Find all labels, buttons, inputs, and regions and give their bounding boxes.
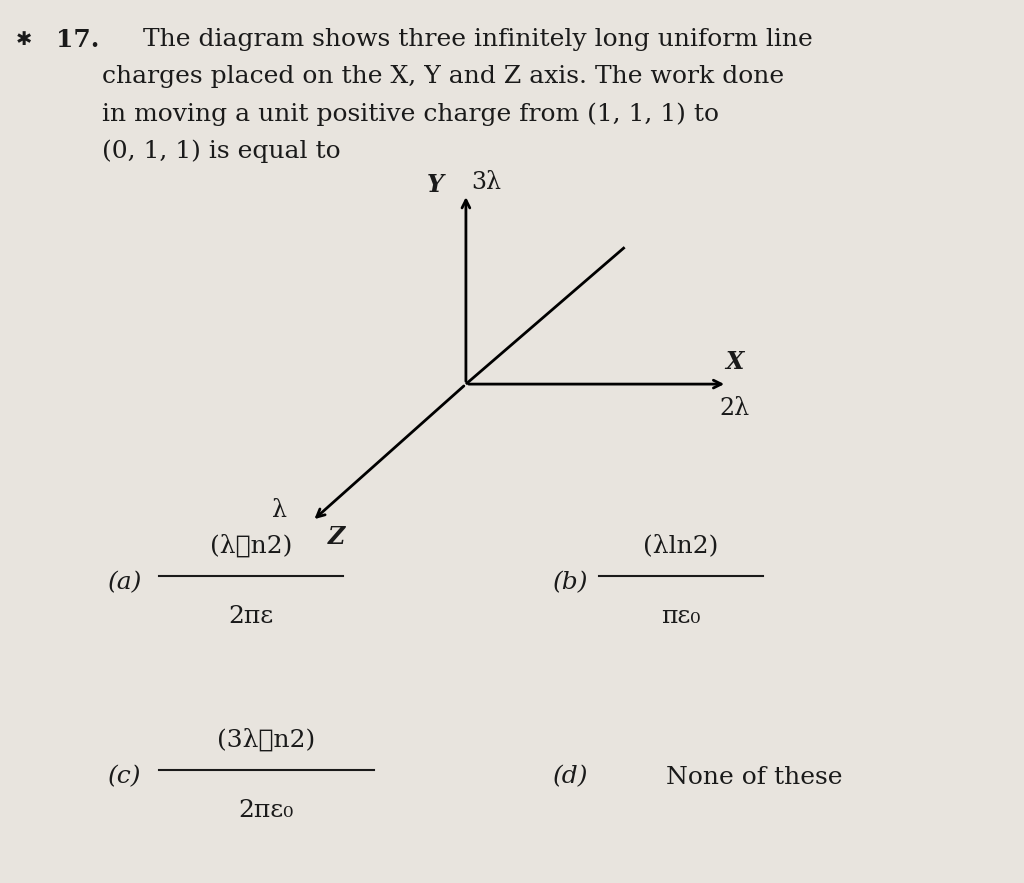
Text: (0, 1, 1) is equal to: (0, 1, 1) is equal to: [102, 140, 341, 162]
Text: 2πε: 2πε: [228, 605, 273, 628]
Text: 3λ: 3λ: [471, 171, 501, 194]
Text: charges placed on the X, Y and Z axis. The work done: charges placed on the X, Y and Z axis. T…: [102, 65, 784, 88]
Text: πε₀: πε₀: [662, 605, 700, 628]
Text: (a): (a): [108, 571, 142, 594]
Text: in moving a unit positive charge from (1, 1, 1) to: in moving a unit positive charge from (1…: [102, 102, 720, 125]
Text: (b): (b): [553, 571, 589, 594]
Text: λ: λ: [271, 499, 287, 522]
Text: X: X: [725, 350, 743, 374]
Text: Z: Z: [328, 525, 345, 549]
Text: (λℓn2): (λℓn2): [210, 534, 292, 557]
Text: (d): (d): [553, 766, 589, 789]
Text: 17.: 17.: [56, 27, 99, 52]
Text: (3λℓn2): (3λℓn2): [217, 728, 315, 751]
Text: (λln2): (λln2): [643, 534, 719, 557]
Text: The diagram shows three infinitely long uniform line: The diagram shows three infinitely long …: [143, 28, 813, 51]
Text: (c): (c): [108, 766, 141, 789]
Text: ✱: ✱: [15, 30, 32, 49]
Text: 2πε₀: 2πε₀: [239, 799, 294, 822]
Text: Y: Y: [427, 173, 443, 198]
Text: 2λ: 2λ: [719, 397, 750, 420]
Text: None of these: None of these: [666, 766, 842, 789]
